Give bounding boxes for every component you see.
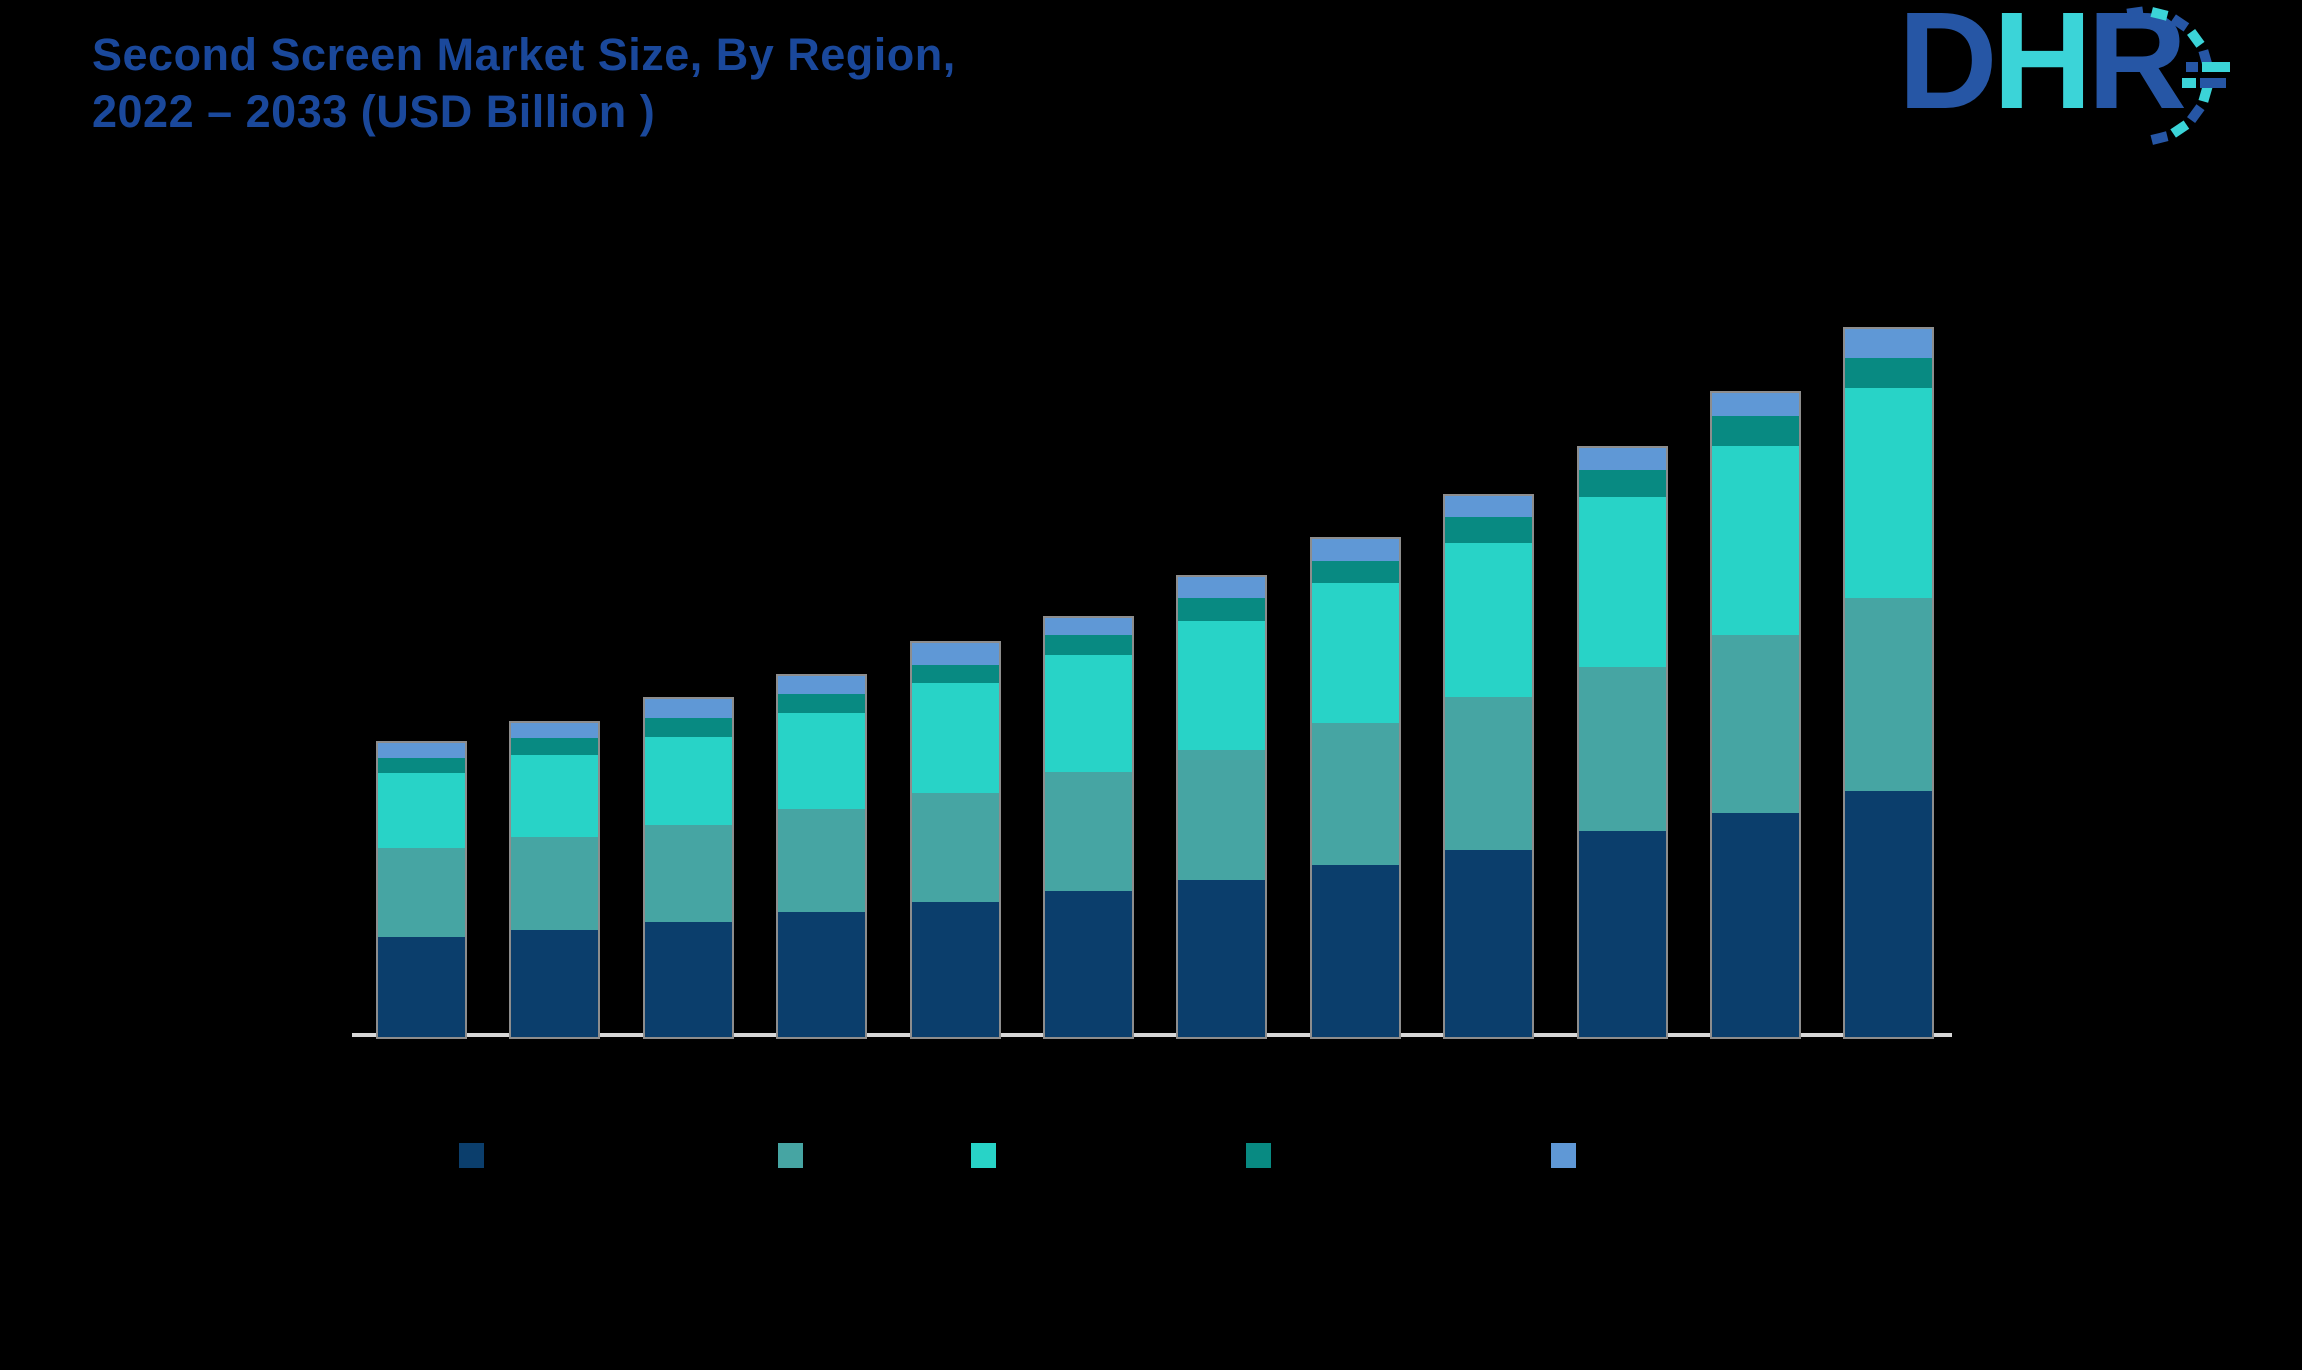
- legend-swatch-light-blue: [1551, 1143, 1576, 1168]
- bar-stack-2029: [1309, 537, 1401, 1039]
- segment-teal-gray-2027: [1045, 772, 1132, 891]
- segment-light-blue-2026: [911, 643, 999, 665]
- segment-light-blue-2027: [1045, 618, 1132, 635]
- segment-light-blue-2031: [1578, 448, 1666, 470]
- segment-dark-teal-2024: [644, 718, 732, 737]
- segment-turquoise-2027: [1045, 655, 1132, 772]
- bar-stack-2032: [1710, 391, 1801, 1039]
- legend-swatch-teal-gray: [778, 1143, 803, 1168]
- segment-dark-teal-2031: [1578, 470, 1666, 497]
- segment-teal-gray-2030: [1445, 697, 1533, 850]
- segment-teal-gray-2024: [644, 825, 732, 922]
- segment-navy-2027: [1045, 891, 1132, 1037]
- segment-light-blue-2033: [1845, 329, 1933, 358]
- segment-light-blue-2022: [378, 743, 465, 758]
- segment-light-blue-2030: [1445, 496, 1533, 517]
- segment-teal-gray-2025: [778, 809, 866, 912]
- segment-teal-gray-2032: [1712, 635, 1799, 813]
- segment-navy-2028: [1178, 880, 1266, 1037]
- segment-dark-teal-2033: [1845, 358, 1933, 388]
- chart-title-line1: Second Screen Market Size, By Region,: [92, 29, 956, 80]
- segment-turquoise-2032: [1712, 446, 1799, 635]
- segment-turquoise-2024: [644, 737, 732, 825]
- segment-teal-gray-2022: [378, 848, 465, 937]
- segment-turquoise-2029: [1311, 583, 1399, 723]
- segment-teal-gray-2028: [1178, 750, 1266, 880]
- legend-swatch-turquoise: [971, 1143, 996, 1168]
- segment-light-blue-2024: [644, 699, 732, 718]
- bar-stack-2022: [376, 741, 467, 1039]
- bar-stack-2033: [1843, 327, 1935, 1039]
- segment-navy-2025: [778, 912, 866, 1037]
- bar-stack-2025: [776, 674, 868, 1039]
- segment-teal-gray-2023: [511, 837, 599, 930]
- segment-light-blue-2028: [1178, 577, 1266, 598]
- bar-stack-2030: [1443, 494, 1535, 1039]
- x-axis-line: [352, 1033, 1952, 1037]
- logo-letter-r: R: [2087, 0, 2187, 138]
- segment-light-blue-2023: [511, 723, 599, 738]
- segment-turquoise-2023: [511, 755, 599, 837]
- segment-teal-gray-2029: [1311, 723, 1399, 865]
- segment-navy-2029: [1311, 865, 1399, 1037]
- segment-navy-2030: [1445, 850, 1533, 1037]
- segment-turquoise-2030: [1445, 543, 1533, 697]
- segment-teal-gray-2031: [1578, 667, 1666, 831]
- chart-title: Second Screen Market Size, By Region, 20…: [92, 26, 956, 140]
- chart-title-line2: 2022 – 2033 (USD Billion ): [92, 86, 656, 137]
- segment-light-blue-2032: [1712, 393, 1799, 416]
- segment-dark-teal-2029: [1311, 561, 1399, 583]
- segment-light-blue-2025: [778, 676, 866, 694]
- segment-turquoise-2025: [778, 713, 866, 809]
- bar-stack-2023: [509, 721, 601, 1039]
- bar-stack-2031: [1576, 446, 1668, 1039]
- segment-turquoise-2028: [1178, 621, 1266, 750]
- segment-dark-teal-2027: [1045, 635, 1132, 655]
- segment-navy-2026: [911, 902, 999, 1037]
- logo-letter-h: H: [1992, 0, 2093, 138]
- dhr-logo: DHR: [1898, 0, 2298, 174]
- segment-turquoise-2022: [378, 773, 465, 848]
- segment-navy-2033: [1845, 791, 1933, 1037]
- segment-navy-2032: [1712, 813, 1799, 1037]
- bar-stack-2026: [909, 641, 1001, 1039]
- segment-turquoise-2033: [1845, 388, 1933, 598]
- segment-dark-teal-2028: [1178, 598, 1266, 621]
- segment-dark-teal-2026: [911, 665, 999, 683]
- segment-light-blue-2029: [1311, 539, 1399, 561]
- bar-stack-2028: [1176, 575, 1268, 1039]
- segment-turquoise-2031: [1578, 497, 1666, 667]
- segment-turquoise-2026: [911, 683, 999, 793]
- segment-navy-2023: [511, 930, 599, 1037]
- bar-stack-2027: [1043, 616, 1134, 1039]
- segment-teal-gray-2033: [1845, 598, 1933, 791]
- segment-teal-gray-2026: [911, 793, 999, 902]
- segment-dark-teal-2030: [1445, 517, 1533, 543]
- logo-letter-d: D: [1898, 0, 1998, 138]
- legend-swatch-dark-teal: [1246, 1143, 1271, 1168]
- segment-dark-teal-2025: [778, 694, 866, 713]
- logo-radial-dots-icon: [2126, 6, 2230, 145]
- segment-navy-2022: [378, 937, 465, 1037]
- segment-dark-teal-2022: [378, 758, 465, 773]
- dhr-logo-text: DHR: [1898, 0, 2187, 146]
- segment-navy-2024: [644, 922, 732, 1037]
- bar-stack-2024: [642, 697, 734, 1039]
- legend-swatch-navy: [459, 1143, 484, 1168]
- segment-dark-teal-2023: [511, 738, 599, 755]
- segment-dark-teal-2032: [1712, 416, 1799, 446]
- segment-navy-2031: [1578, 831, 1666, 1037]
